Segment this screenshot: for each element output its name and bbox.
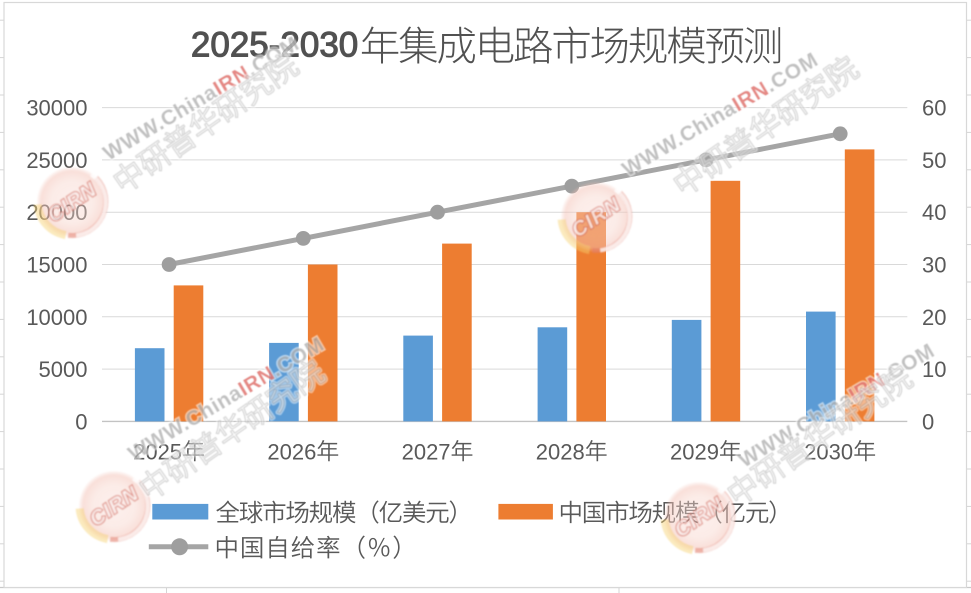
svg-text:60: 60 xyxy=(922,96,946,121)
svg-text:30: 30 xyxy=(922,253,946,278)
svg-text:2026: 2026 xyxy=(267,439,316,464)
svg-text:5000: 5000 xyxy=(39,357,88,382)
svg-text:10000: 10000 xyxy=(26,305,87,330)
svg-text:2027: 2027 xyxy=(402,439,451,464)
svg-text:0: 0 xyxy=(922,409,934,434)
svg-text:30000: 30000 xyxy=(26,96,87,121)
svg-text:10: 10 xyxy=(922,357,946,382)
svg-text:15000: 15000 xyxy=(26,253,87,278)
svg-text:2029: 2029 xyxy=(670,439,719,464)
svg-text:50: 50 xyxy=(922,148,946,173)
svg-text:20: 20 xyxy=(922,305,946,330)
svg-text:2028: 2028 xyxy=(536,439,585,464)
svg-text:40: 40 xyxy=(922,200,946,225)
svg-text:0: 0 xyxy=(75,409,87,434)
